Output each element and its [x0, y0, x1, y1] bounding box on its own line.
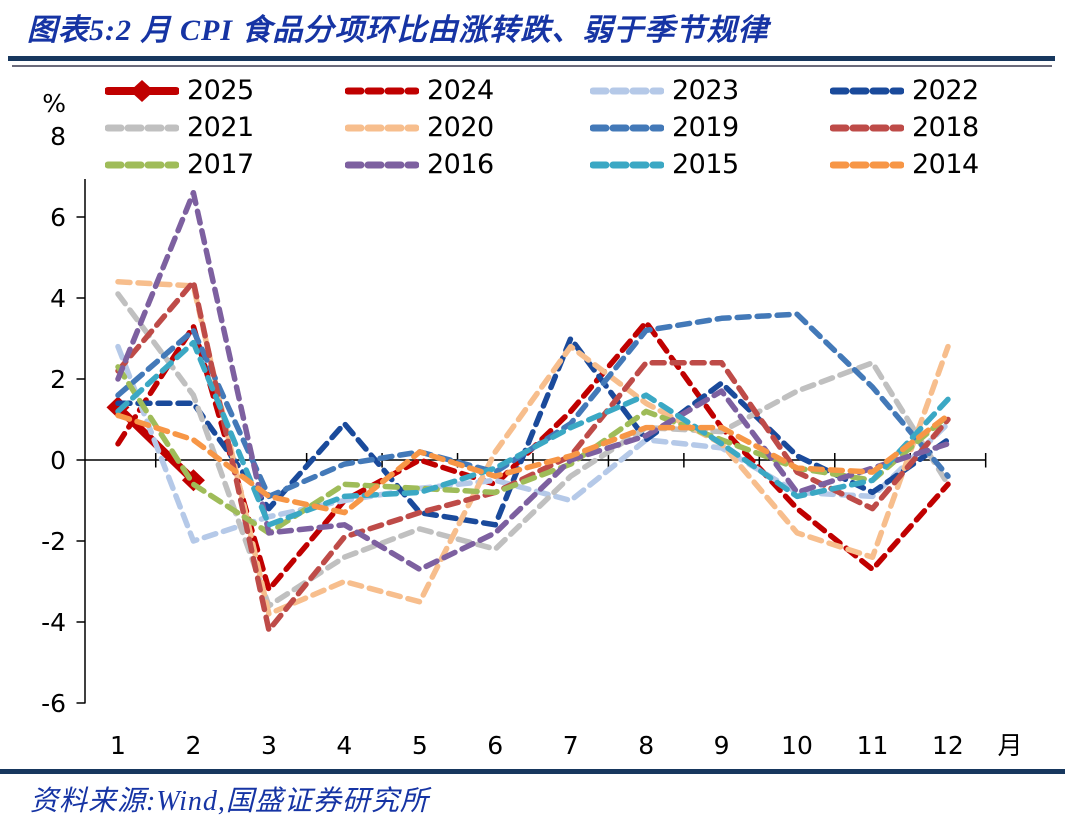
- title-divider: [8, 56, 1055, 61]
- series-line-2017: [115, 364, 951, 536]
- x-tick-label: 9: [714, 731, 730, 760]
- series-line-2018: [115, 279, 951, 633]
- x-tick-label: 1: [110, 731, 126, 760]
- y-axis-unit-label: %: [42, 89, 66, 118]
- figure-title: 图表5:2 月 CPI 食品分项环比由涨转跌、弱于季节规律: [27, 14, 769, 47]
- series-line-2014: [115, 412, 951, 516]
- y-tick-label: -2: [41, 527, 66, 556]
- x-axis-unit-label: 月: [997, 731, 1022, 760]
- x-tick-label: 11: [857, 731, 889, 760]
- series-line-2016: [115, 189, 951, 573]
- series-line-2015: [115, 339, 951, 528]
- x-tick-label: 4: [336, 731, 352, 760]
- x-tick-label: 2: [185, 731, 201, 760]
- y-tick-label: -6: [41, 689, 66, 718]
- y-tick-label: 8: [50, 122, 66, 151]
- x-tick-label: 7: [563, 731, 579, 760]
- x-tick-label: 12: [932, 731, 964, 760]
- x-tick-label: 8: [638, 731, 654, 760]
- y-tick-label: -4: [41, 608, 66, 637]
- x-tick-label: 6: [487, 731, 503, 760]
- series-line-2020: [115, 279, 951, 617]
- y-tick-label: 4: [50, 284, 66, 313]
- footer-divider: [0, 769, 1065, 774]
- y-tick-label: 0: [50, 446, 66, 475]
- title-divider-thin: [12, 65, 1052, 67]
- y-tick-label: 2: [50, 365, 66, 394]
- x-tick-label: 10: [781, 731, 813, 760]
- x-tick-label: 3: [261, 731, 277, 760]
- x-tick-label: 5: [412, 731, 428, 760]
- source-note: 资料来源:Wind,国盛证券研究所: [30, 786, 429, 817]
- series-line-2023: [115, 343, 951, 544]
- y-tick-label: 6: [50, 203, 66, 232]
